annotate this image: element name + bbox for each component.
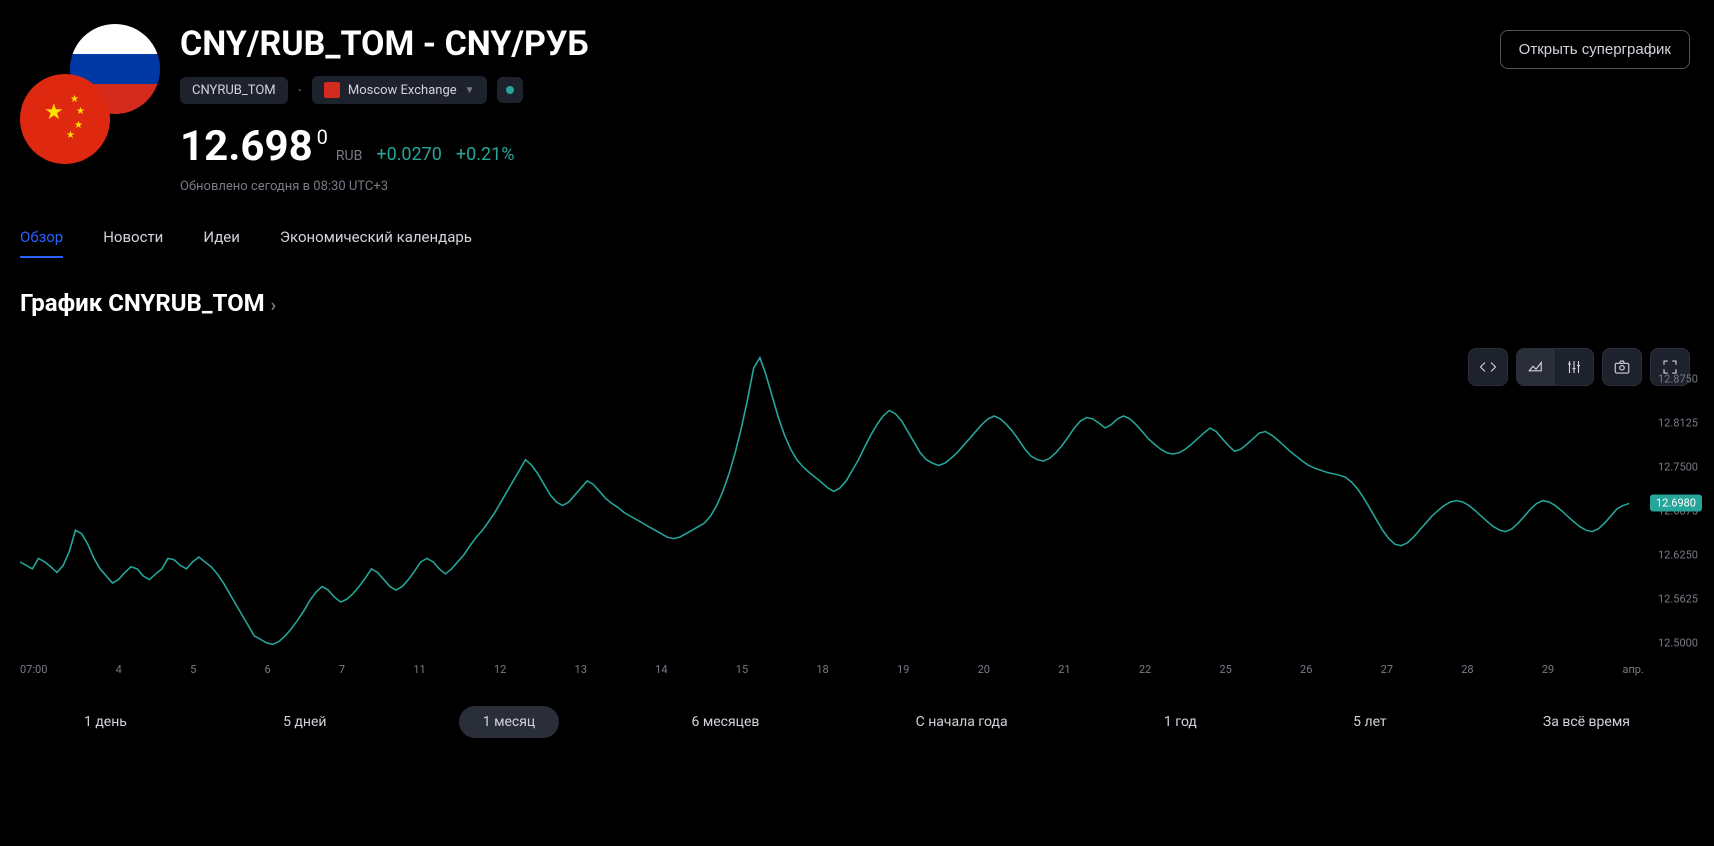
exchange-selector[interactable]: Moscow Exchange ▼ [312,76,487,104]
y-tick-label: 12.5625 [1658,592,1698,605]
price-value: 12.698 [180,122,313,171]
exchange-label: Moscow Exchange [348,83,457,98]
flag-cny: ★ ★ ★ ★ ★ [20,74,110,164]
ticker-pill: CNYRUB_TOM [180,77,288,104]
range-button-2[interactable]: 1 месяц [459,706,559,738]
x-tick-label: 12 [494,663,506,676]
price-chart[interactable]: 12.500012.562512.625012.687512.750012.81… [20,347,1694,657]
chevron-down-icon: ▼ [465,85,475,96]
tab-0[interactable]: Обзор [20,218,63,258]
x-tick-label: 25 [1219,663,1231,676]
range-selector: 1 день 5 дней 1 месяц 6 месяцев С начала год… [0,686,1714,758]
tab-3[interactable]: Экономический календарь [280,218,472,258]
x-tick-label: 21 [1058,663,1070,676]
x-tick-label: 6 [264,663,270,676]
currency-flags: ★ ★ ★ ★ ★ [20,24,160,164]
range-button-7[interactable]: За всё время [1519,706,1654,738]
y-tick-label: 12.5000 [1658,636,1698,649]
range-button-0[interactable]: 1 день [60,706,151,738]
x-tick-label: 15 [736,663,748,676]
range-button-5[interactable]: 1 год [1140,706,1221,738]
x-tick-label: 27 [1381,663,1393,676]
open-superchart-button[interactable]: Открыть суперграфик [1500,30,1690,69]
ticker-label: CNYRUB_TOM [192,83,276,98]
chart-title[interactable]: График CNYRUB_TOM› [0,259,1714,327]
nav-tabs: Обзор Новости Идеи Экономический календарь [0,218,1714,259]
y-tick-label: 12.6250 [1658,548,1698,561]
tab-2[interactable]: Идеи [203,218,240,258]
market-status[interactable] [497,77,523,103]
x-tick-label: 19 [897,663,909,676]
y-tick-label: 12.8125 [1658,416,1698,429]
price-change-abs: +0.0270 [376,144,442,165]
last-updated: Обновлено сегодня в 08:30 UTC+3 [180,179,1694,194]
x-tick-label: 29 [1542,663,1554,676]
exchange-icon [324,82,340,98]
price-unit: RUB [336,148,362,164]
chevron-right-icon: › [271,295,276,316]
x-tick-label: 4 [116,663,122,676]
x-tick-label: 22 [1139,663,1151,676]
x-tick-label: 11 [413,663,425,676]
range-button-4[interactable]: С начала года [892,706,1032,738]
x-tick-label: 07:00 [20,663,47,676]
x-tick-label: 14 [655,663,667,676]
range-button-3[interactable]: 6 месяцев [667,706,783,738]
x-tick-label: 13 [575,663,587,676]
x-tick-label: 26 [1300,663,1312,676]
x-tick-label: 7 [339,663,345,676]
x-tick-label: апр. [1622,663,1643,676]
current-price-tag: 12.6980 [1650,495,1702,512]
x-tick-label: 18 [816,663,828,676]
status-dot-icon [506,86,514,94]
x-tick-label: 5 [190,663,196,676]
range-button-6[interactable]: 5 лет [1329,706,1411,738]
page-title: CNY/RUB_TOM - CNY/РУБ [180,24,1694,64]
tab-1[interactable]: Новости [103,218,163,258]
y-tick-label: 12.7500 [1658,460,1698,473]
y-tick-label: 12.8750 [1658,372,1698,385]
price-fraction: 0 [317,125,328,149]
price-change-pct: +0.21% [456,144,515,165]
x-tick-label: 28 [1461,663,1473,676]
x-tick-label: 20 [978,663,990,676]
range-button-1[interactable]: 5 дней [259,706,350,738]
chart-x-axis: 07:00 4 5 6 7 11 12 13 14 15 18 19 20 21 22 25 26 27 28 29 а… [0,657,1714,676]
header-region: ★ ★ ★ ★ ★ CNY/RUB_TOM - CNY/РУБ CNYRUB_T… [0,0,1714,194]
